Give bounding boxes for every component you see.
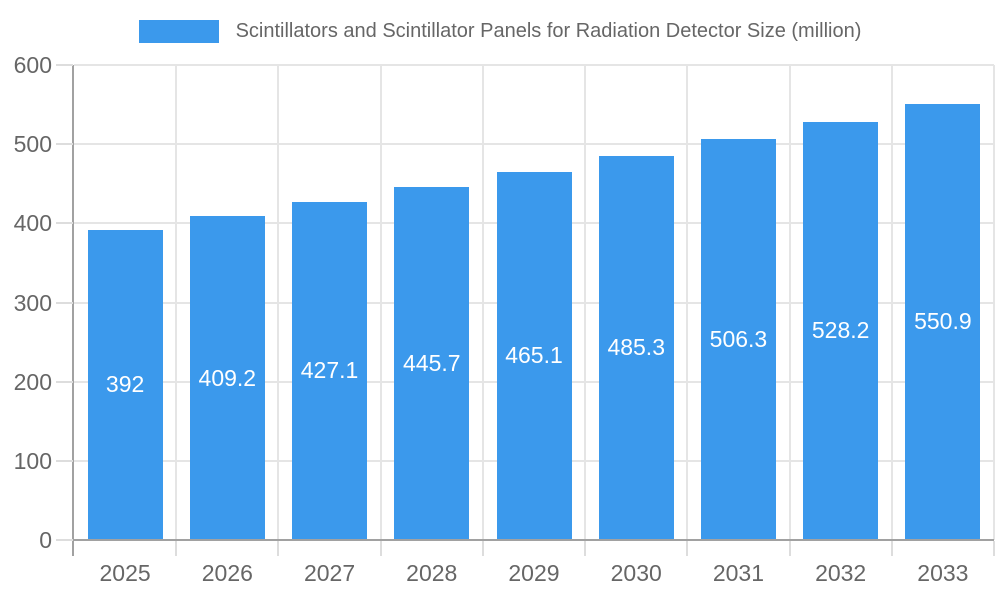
bar[interactable]: 427.1	[292, 201, 368, 540]
v-gridline	[890, 65, 893, 540]
y-tick	[56, 143, 73, 146]
v-gridline	[788, 65, 791, 540]
bar[interactable]: 445.7	[394, 187, 470, 540]
y-tick	[56, 459, 73, 462]
v-gridline	[584, 65, 587, 540]
bar[interactable]: 528.2	[803, 121, 879, 540]
bar-value-label: 506.3	[709, 326, 768, 353]
bar-value-label: 485.3	[607, 334, 665, 361]
bar-value-label: 427.1	[300, 357, 359, 384]
x-tick	[788, 541, 791, 556]
legend-swatch-icon	[138, 20, 219, 43]
x-tick	[379, 541, 382, 556]
x-tick-label: 2027	[303, 560, 356, 586]
bar[interactable]: 550.9	[905, 103, 981, 540]
y-tick-label: 300	[13, 289, 52, 316]
bar[interactable]: 465.1	[496, 171, 572, 540]
bar[interactable]: 409.2	[189, 216, 265, 540]
x-tick	[686, 541, 689, 556]
v-gridline	[481, 65, 484, 540]
x-tick	[584, 541, 587, 556]
x-tick-label: 2030	[610, 560, 662, 586]
x-tick	[277, 541, 280, 556]
y-tick-label: 600	[13, 52, 52, 78]
y-axis-line	[72, 65, 74, 556]
y-tick-label: 500	[13, 131, 52, 158]
bar[interactable]: 506.3	[700, 139, 776, 540]
legend-label: Scintillators and Scintillator Panels fo…	[235, 20, 862, 42]
v-gridline	[379, 65, 382, 540]
bar-value-label: 392	[105, 371, 145, 398]
bar[interactable]: 485.3	[598, 155, 674, 540]
plot-area: 392 409.2 427.1 445.7 465.1 485.3 506.3 528.2 55…	[74, 64, 995, 540]
y-tick-label: 100	[13, 447, 52, 474]
y-tick-label: 400	[13, 210, 52, 237]
y-tick	[56, 380, 73, 383]
v-gridline	[175, 65, 178, 540]
bar-value-label: 445.7	[402, 350, 461, 377]
bar-value-label: 465.1	[505, 342, 563, 369]
y-tick	[56, 301, 73, 304]
v-gridline	[993, 65, 995, 540]
bar[interactable]: 392	[87, 229, 163, 540]
h-gridline	[74, 143, 994, 146]
x-tick	[890, 541, 893, 556]
y-tick	[56, 64, 73, 66]
h-gridline	[74, 64, 994, 66]
x-tick-label: 2026	[201, 560, 253, 586]
x-tick-label: 2032	[815, 560, 867, 586]
x-tick-label: 2031	[712, 560, 765, 586]
x-tick-label: 2033	[917, 560, 969, 586]
y-tick	[56, 222, 73, 225]
x-tick	[175, 541, 178, 556]
x-tick-label: 2029	[508, 560, 560, 586]
y-tick-label: 0	[39, 527, 52, 553]
bar-value-label: 528.2	[811, 317, 870, 344]
y-tick-label: 200	[13, 368, 52, 395]
x-tick	[481, 541, 484, 556]
legend[interactable]: Scintillators and Scintillator Panels fo…	[0, 20, 1000, 43]
x-tick-label: 2028	[406, 560, 458, 586]
x-tick	[993, 541, 995, 556]
x-axis-line	[74, 539, 994, 541]
y-tick	[56, 539, 73, 541]
bar-value-label: 550.9	[914, 308, 972, 335]
bar-value-label: 409.2	[198, 364, 257, 391]
x-tick-label: 2025	[99, 560, 151, 586]
v-gridline	[686, 65, 689, 540]
v-gridline	[277, 65, 280, 540]
